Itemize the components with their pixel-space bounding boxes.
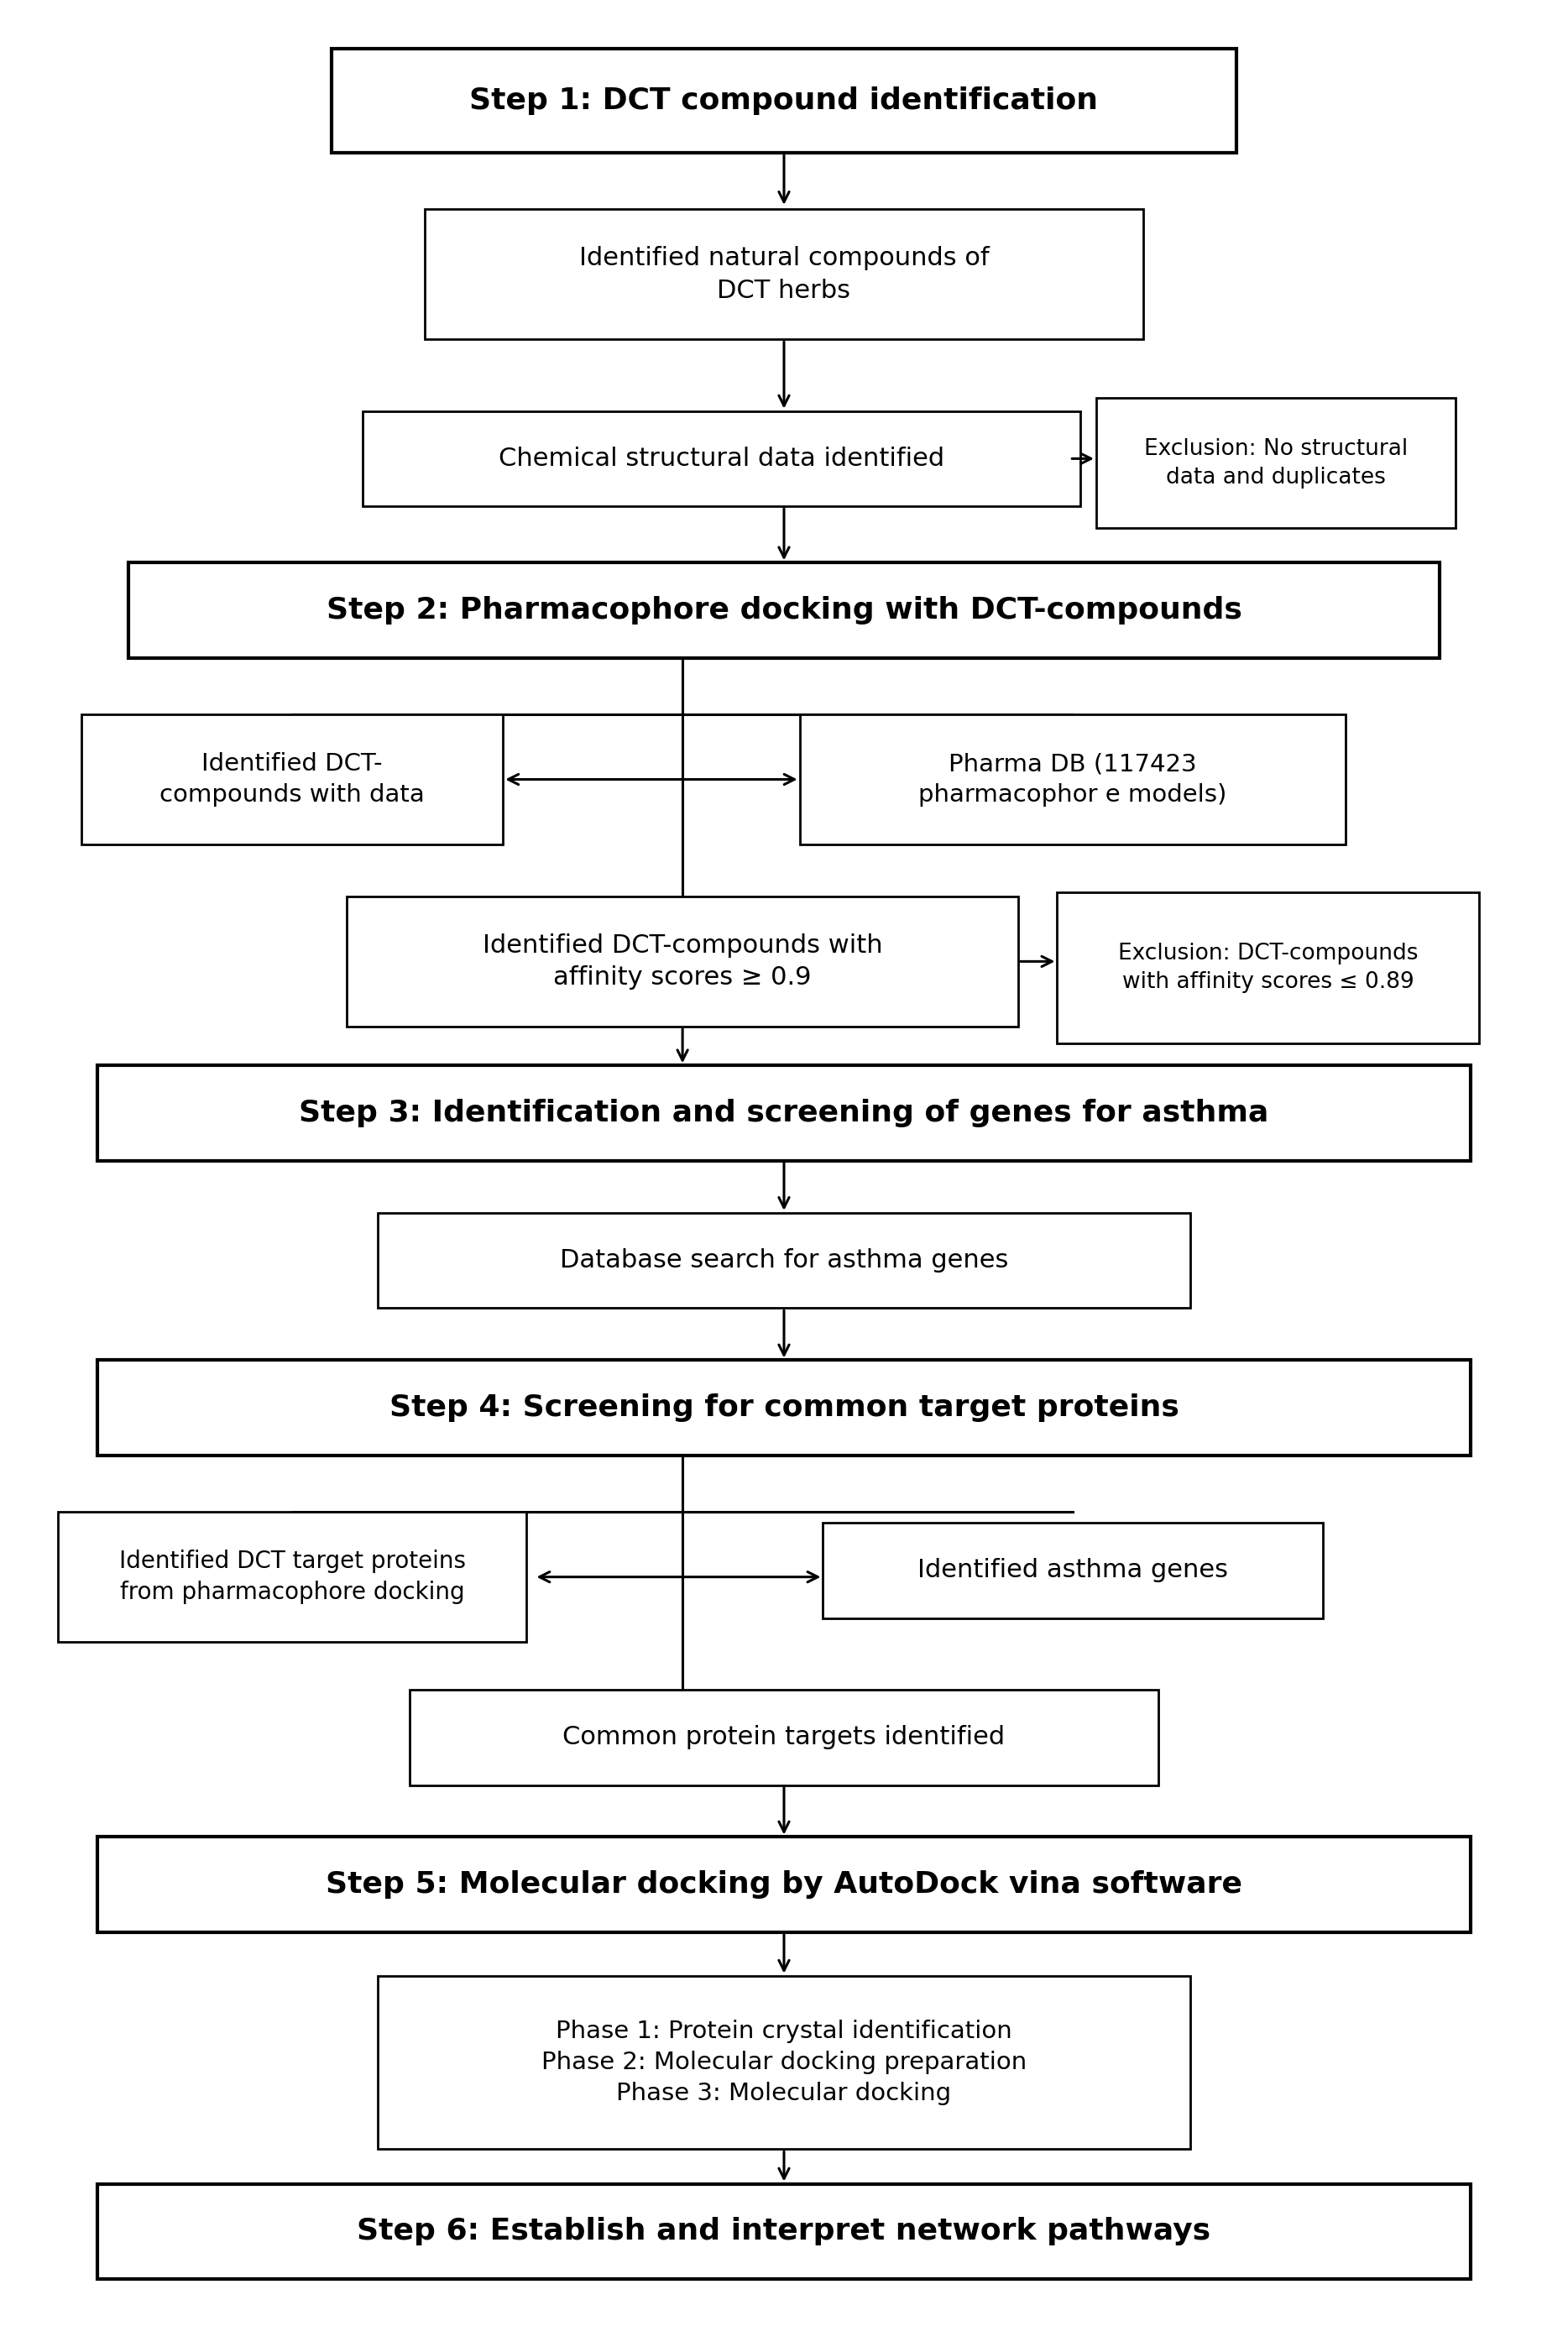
FancyBboxPatch shape — [1096, 398, 1455, 528]
Text: Step 2: Pharmacophore docking with DCT-compounds: Step 2: Pharmacophore docking with DCT-c… — [326, 595, 1242, 626]
Text: Exclusion: DCT-compounds
with affinity scores ≤ 0.89: Exclusion: DCT-compounds with affinity s… — [1118, 942, 1417, 993]
Text: Identified DCT-compounds with
affinity scores ≥ 0.9: Identified DCT-compounds with affinity s… — [483, 933, 883, 989]
FancyBboxPatch shape — [82, 714, 503, 844]
FancyBboxPatch shape — [97, 1065, 1471, 1161]
FancyBboxPatch shape — [331, 49, 1237, 154]
FancyBboxPatch shape — [409, 1689, 1159, 1784]
Text: Identified DCT-
compounds with data: Identified DCT- compounds with data — [160, 751, 425, 807]
Text: Step 3: Identification and screening of genes for asthma: Step 3: Identification and screening of … — [299, 1098, 1269, 1128]
Text: Identified asthma genes: Identified asthma genes — [917, 1558, 1228, 1582]
Text: Database search for asthma genes: Database search for asthma genes — [560, 1249, 1008, 1272]
FancyBboxPatch shape — [800, 714, 1345, 844]
Text: Common protein targets identified: Common protein targets identified — [563, 1726, 1005, 1749]
Text: Step 6: Establish and interpret network pathways: Step 6: Establish and interpret network … — [358, 2217, 1210, 2245]
FancyBboxPatch shape — [362, 412, 1080, 507]
FancyBboxPatch shape — [425, 209, 1143, 340]
FancyBboxPatch shape — [378, 1975, 1190, 2149]
Text: Step 5: Molecular docking by AutoDock vina software: Step 5: Molecular docking by AutoDock vi… — [326, 1870, 1242, 1898]
Text: Phase 1: Protein crystal identification
Phase 2: Molecular docking preparation
P: Phase 1: Protein crystal identification … — [541, 2019, 1027, 2105]
FancyBboxPatch shape — [378, 1212, 1190, 1307]
Text: Identified natural compounds of
DCT herbs: Identified natural compounds of DCT herb… — [579, 247, 989, 302]
Text: Step 4: Screening for common target proteins: Step 4: Screening for common target prot… — [389, 1393, 1179, 1421]
Text: Exclusion: No structural
data and duplicates: Exclusion: No structural data and duplic… — [1143, 437, 1408, 488]
FancyBboxPatch shape — [129, 563, 1439, 658]
FancyBboxPatch shape — [823, 1524, 1322, 1619]
FancyBboxPatch shape — [97, 2184, 1471, 2279]
Text: Identified DCT target proteins
from pharmacophore docking: Identified DCT target proteins from phar… — [119, 1549, 466, 1605]
Text: Pharma DB (117423
pharmacophor e models): Pharma DB (117423 pharmacophor e models) — [919, 751, 1228, 807]
Text: Chemical structural data identified: Chemical structural data identified — [499, 447, 944, 470]
FancyBboxPatch shape — [58, 1512, 527, 1642]
FancyBboxPatch shape — [347, 896, 1018, 1026]
FancyBboxPatch shape — [1057, 893, 1479, 1044]
FancyBboxPatch shape — [97, 1361, 1471, 1456]
FancyBboxPatch shape — [97, 1838, 1471, 1933]
Text: Step 1: DCT compound identification: Step 1: DCT compound identification — [470, 86, 1098, 116]
